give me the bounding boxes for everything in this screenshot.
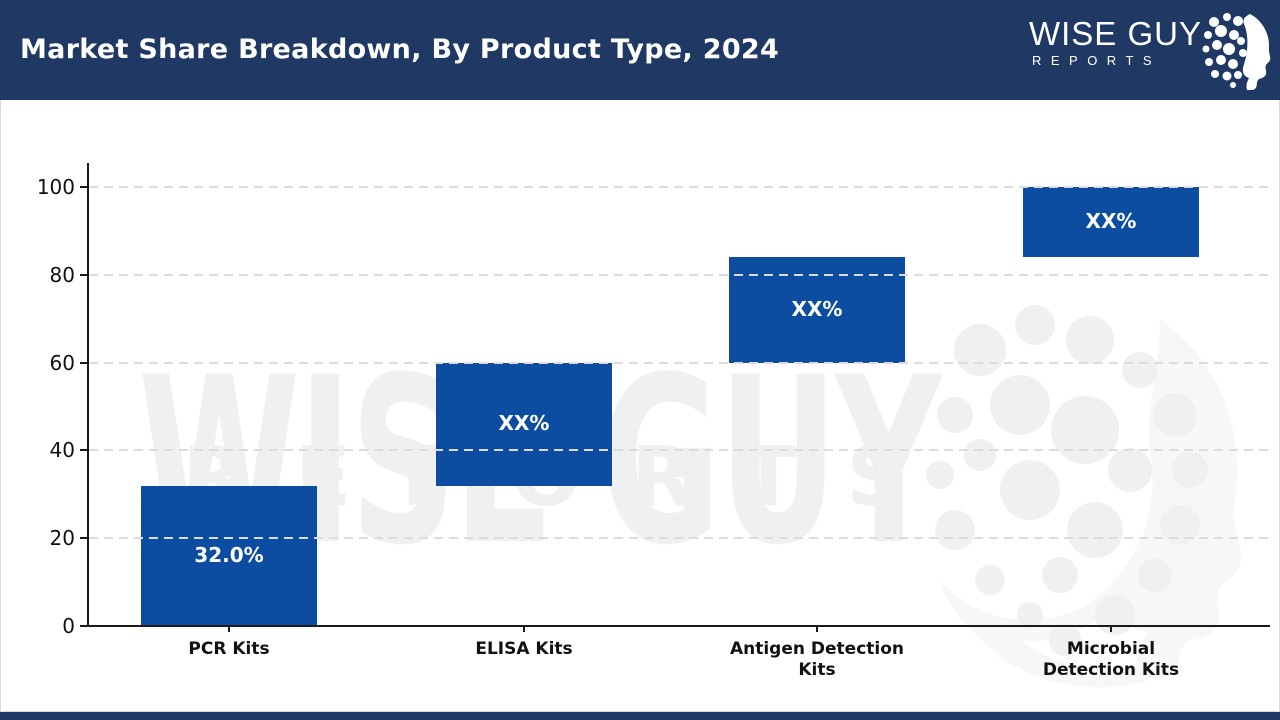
y-tick-label-0: 0 [62,614,75,638]
y-tick-100 [80,186,87,188]
logo-reports-text: REPORTS [1031,53,1162,69]
y-axis-spine [87,163,89,627]
bar-1 [141,485,317,626]
y-tick-40 [80,449,87,452]
x-tick-1 [228,626,230,632]
bar-value-label: XX% [791,296,843,321]
y-tick-60 [80,361,87,364]
logo-head-icon [1202,13,1271,90]
bottom-border [0,711,1280,712]
x-category-label: Microbial Detection Kits [1042,639,1180,681]
watermark-head-icon [926,305,1242,688]
waterfall-chart: 32.0% XX% XX% XX% 0 20 40 60 80 100 PCR Kits ELISA … [0,100,1280,712]
bar-2 [436,362,612,486]
header-bar: Market Share Breakdown, By Product Type,… [0,0,1280,100]
left-border [0,100,1,712]
wiseguy-logo: WISE GUY REPORTS [1028,15,1202,69]
x-tick-4 [1110,626,1112,632]
logo-wiseguy-text: WISE GUY [1028,15,1202,52]
y-tick-80 [80,273,87,276]
x-tick-3 [816,626,818,632]
y-tick-label-20: 20 [49,526,75,551]
y-tick-label-80: 80 [49,262,75,287]
x-category-label: PCR Kits [188,639,270,659]
footer-bar [0,712,1280,720]
x-category-label: Antigen Detection Kits [729,639,905,681]
x-axis [89,625,1270,627]
bar-4 [1023,187,1199,258]
x-category-label: ELISA Kits [475,639,573,659]
bar-value-label: XX% [1085,209,1137,234]
gridline-20 [89,537,1270,540]
gridline-60 [89,361,1270,364]
gridline-40 [89,449,1270,452]
y-tick-20 [80,537,87,540]
gridline-100 [89,186,1270,188]
gridline-80 [89,273,1270,276]
y-tick-label-60: 60 [49,350,75,375]
y-tick-label-40: 40 [49,438,75,463]
bar-value-label: 32.0% [194,542,264,567]
y-tick-label-100: 100 [36,175,75,199]
y-tick-0 [80,625,87,627]
bar-value-label: XX% [498,411,550,436]
chart-title: Market Share Breakdown, By Product Type,… [20,34,780,65]
x-tick-2 [523,626,525,632]
